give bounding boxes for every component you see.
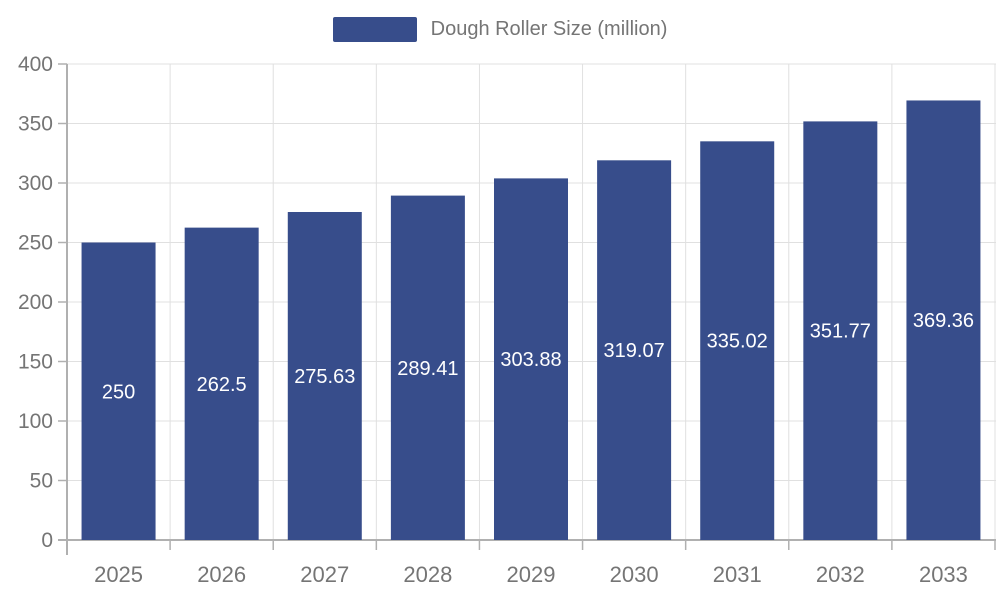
bar-2025: [81, 242, 156, 540]
bar-2032: [803, 121, 878, 540]
x-tick-label: 2025: [94, 562, 143, 587]
bar-2030: [597, 160, 672, 540]
x-tick-label: 2028: [403, 562, 452, 587]
x-tick-label: 2029: [507, 562, 556, 587]
bar-2031: [700, 141, 775, 540]
bar-value-label: 303.88: [500, 349, 561, 371]
y-tick-label: 0: [41, 529, 53, 552]
x-tick-label: 2027: [300, 562, 349, 587]
legend[interactable]: Dough Roller Size (million): [0, 17, 1000, 42]
legend-swatch: [332, 17, 417, 42]
y-tick-label: 400: [18, 53, 53, 76]
y-tick-label: 150: [18, 351, 53, 374]
bar-2027: [287, 212, 362, 540]
x-tick-label: 2026: [197, 562, 246, 587]
y-tick-label: 350: [18, 113, 53, 136]
y-tick-label: 50: [30, 470, 53, 493]
bar-value-label: 289.41: [397, 358, 458, 380]
bar-value-label: 369.36: [913, 310, 974, 332]
bar-value-label: 319.07: [604, 340, 665, 362]
y-tick-label: 200: [18, 291, 53, 314]
legend-label: Dough Roller Size (million): [430, 18, 668, 40]
bar-2029: [494, 178, 568, 540]
bar-value-label: 275.63: [294, 366, 355, 388]
bar-value-label: 262.5: [197, 374, 247, 396]
x-tick-label: 2031: [713, 562, 762, 587]
y-tick-label: 100: [18, 410, 53, 433]
y-tick-label: 250: [18, 232, 53, 255]
x-tick-label: 2032: [816, 562, 865, 587]
bar-value-label: 250: [102, 381, 135, 403]
x-tick-label: 2033: [919, 562, 968, 587]
y-tick-label: 300: [18, 172, 53, 195]
bar-2033: [906, 100, 981, 540]
bar-2028: [390, 195, 465, 540]
bar-value-label: 335.02: [707, 331, 768, 353]
x-tick-label: 2030: [610, 562, 659, 587]
bar-2026: [184, 227, 259, 540]
bar-value-label: 351.77: [810, 321, 871, 343]
